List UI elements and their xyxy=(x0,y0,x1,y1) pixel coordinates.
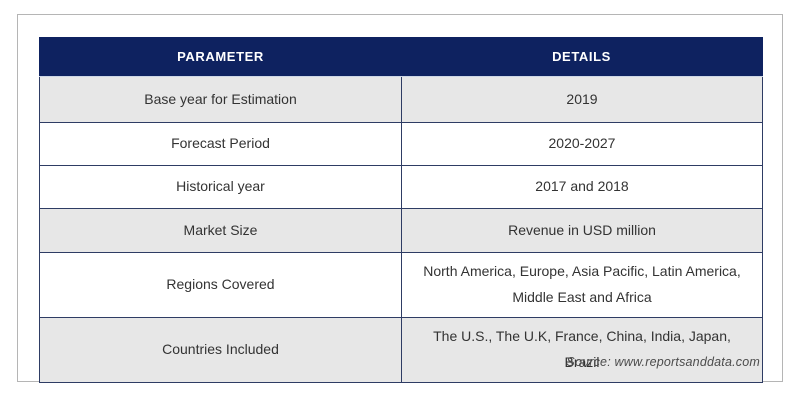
column-header-details: DETAILS xyxy=(552,49,611,64)
table-row-market-size: Market Size Revenue in USD million xyxy=(40,208,762,252)
details-cell: North America, Europe, Asia Pacific, Lat… xyxy=(401,253,762,317)
table-row-regions-covered: Regions Covered North America, Europe, A… xyxy=(40,252,762,317)
parameters-table: PARAMETER DETAILS Base year for Estimati… xyxy=(39,37,763,383)
parameter-cell: Market Size xyxy=(183,221,258,238)
parameter-cell: Base year for Estimation xyxy=(144,90,297,107)
details-cell: 2017 and 2018 xyxy=(401,166,762,208)
details-cell: The U.S., The U.K, France, China, India,… xyxy=(401,317,762,382)
source-attribution: Source: www.reportsanddata.com xyxy=(566,355,760,369)
table-row-countries-included: Countries Included The U.S., The U.K, Fr… xyxy=(40,316,762,382)
table-header-row: PARAMETER DETAILS xyxy=(39,37,763,77)
table-row-historical-year: Historical year 2017 and 2018 xyxy=(40,165,762,208)
parameter-cell: Forecast Period xyxy=(171,135,270,152)
parameter-cell: Regions Covered xyxy=(166,275,275,292)
details-cell: Revenue in USD million xyxy=(401,209,762,252)
table-row-base-year: Base year for Estimation 2019 xyxy=(40,77,762,122)
column-header-parameter: PARAMETER xyxy=(177,49,264,64)
report-scope-card: PARAMETER DETAILS Base year for Estimati… xyxy=(17,14,783,383)
parameter-cell: Historical year xyxy=(176,178,265,195)
details-cell: 2019 xyxy=(401,77,762,122)
details-cell: 2020-2027 xyxy=(401,123,762,165)
parameter-cell: Countries Included xyxy=(162,340,279,357)
table-row-forecast-period: Forecast Period 2020-2027 xyxy=(40,122,762,165)
